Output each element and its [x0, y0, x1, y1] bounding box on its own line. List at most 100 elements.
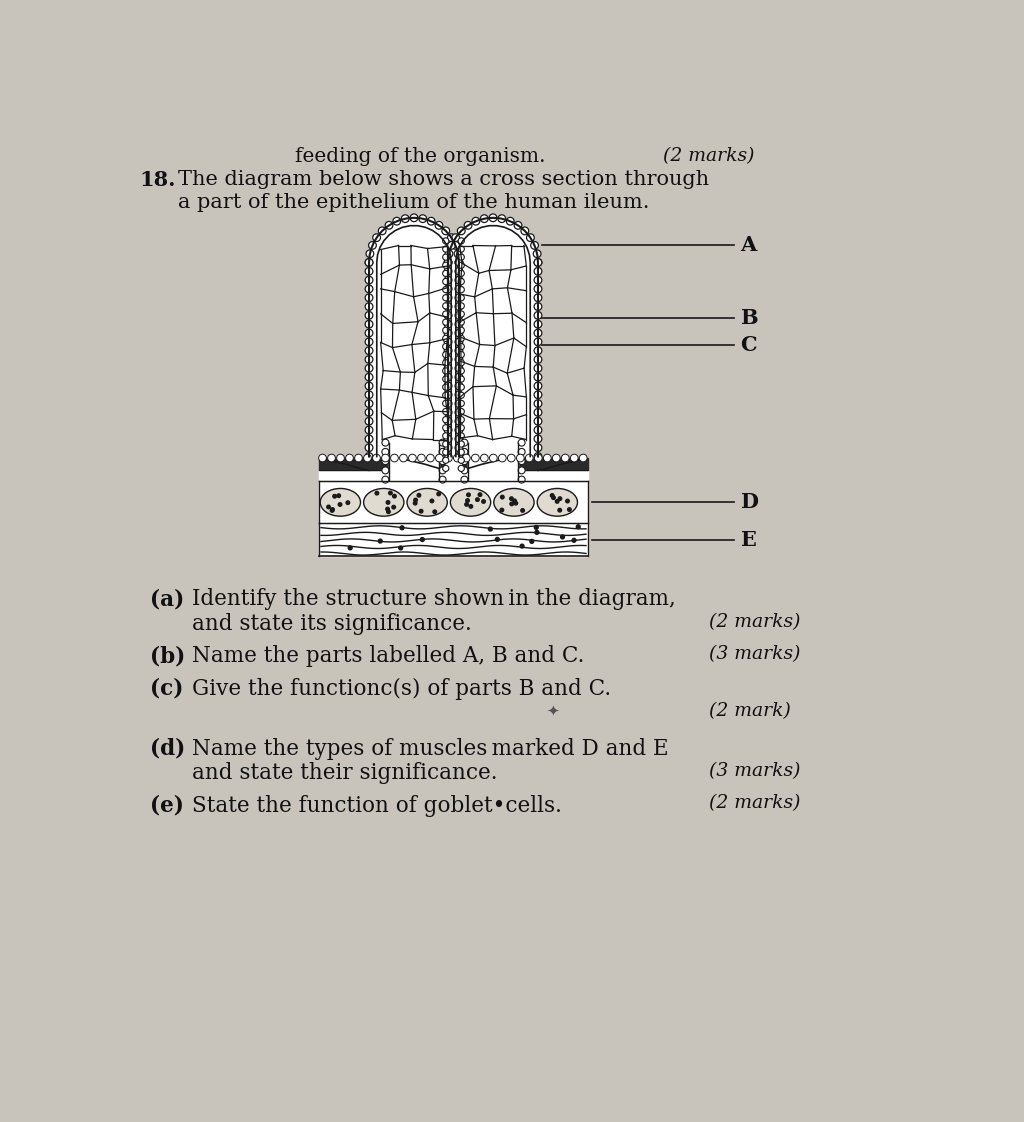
Circle shape: [455, 303, 463, 311]
Circle shape: [382, 454, 389, 462]
Circle shape: [393, 218, 400, 226]
Circle shape: [392, 505, 395, 509]
Circle shape: [442, 376, 449, 383]
Text: feeding of the organism.: feeding of the organism.: [295, 147, 545, 166]
Circle shape: [442, 416, 449, 423]
Circle shape: [458, 328, 464, 333]
Circle shape: [458, 343, 464, 350]
Circle shape: [455, 347, 463, 355]
Circle shape: [442, 335, 449, 341]
Circle shape: [382, 458, 389, 465]
Text: (a): (a): [150, 588, 184, 610]
Circle shape: [458, 254, 464, 260]
Text: (3 marks): (3 marks): [710, 645, 801, 663]
Circle shape: [458, 278, 464, 285]
Circle shape: [354, 454, 362, 462]
Circle shape: [489, 454, 498, 462]
Circle shape: [444, 374, 452, 381]
Circle shape: [366, 276, 373, 284]
Text: (2 marks): (2 marks): [710, 613, 801, 631]
Circle shape: [461, 439, 468, 447]
Text: (2 marks): (2 marks): [663, 147, 755, 165]
Circle shape: [514, 221, 522, 229]
Circle shape: [458, 457, 464, 463]
Circle shape: [442, 295, 449, 301]
Polygon shape: [445, 241, 461, 477]
Circle shape: [366, 452, 373, 460]
Circle shape: [442, 401, 449, 406]
Circle shape: [535, 258, 542, 266]
Circle shape: [442, 238, 449, 243]
Circle shape: [535, 312, 542, 320]
Text: and state their significance.: and state their significance.: [191, 762, 497, 784]
Text: A: A: [740, 234, 757, 255]
Circle shape: [382, 439, 389, 447]
Circle shape: [521, 227, 528, 234]
Text: Identify the structure shown in the diagram,: Identify the structure shown in the diag…: [191, 588, 675, 610]
Circle shape: [458, 295, 464, 301]
Text: (2 marks): (2 marks): [710, 794, 801, 812]
Circle shape: [535, 531, 539, 534]
Circle shape: [385, 221, 393, 229]
Circle shape: [480, 214, 488, 222]
Text: Name the types of muscles marked D and E: Name the types of muscles marked D and E: [191, 737, 669, 760]
Circle shape: [506, 218, 514, 226]
Circle shape: [366, 365, 373, 373]
Circle shape: [458, 425, 464, 431]
Circle shape: [444, 452, 452, 460]
Circle shape: [366, 258, 373, 266]
Circle shape: [442, 263, 449, 268]
Circle shape: [455, 294, 463, 302]
Circle shape: [337, 454, 344, 462]
Circle shape: [570, 454, 579, 462]
Ellipse shape: [494, 488, 535, 516]
Circle shape: [535, 383, 542, 389]
Polygon shape: [468, 443, 518, 479]
Circle shape: [516, 454, 524, 462]
Circle shape: [455, 321, 463, 328]
Ellipse shape: [364, 488, 403, 516]
Circle shape: [435, 221, 442, 229]
Circle shape: [535, 303, 542, 311]
Circle shape: [442, 246, 449, 252]
Circle shape: [458, 311, 464, 318]
Circle shape: [552, 496, 555, 499]
Circle shape: [458, 335, 464, 341]
Circle shape: [552, 454, 560, 462]
Circle shape: [366, 435, 373, 443]
Circle shape: [439, 449, 446, 456]
Circle shape: [458, 384, 464, 390]
Text: The diagram below shows a cross section through: The diagram below shows a cross section …: [178, 171, 710, 190]
Circle shape: [445, 250, 453, 258]
Circle shape: [442, 254, 449, 260]
Circle shape: [442, 351, 449, 358]
Circle shape: [458, 376, 464, 383]
Circle shape: [458, 238, 464, 243]
Circle shape: [467, 493, 470, 497]
Circle shape: [327, 505, 331, 508]
Circle shape: [469, 505, 473, 508]
Circle shape: [455, 426, 463, 434]
Circle shape: [442, 360, 449, 366]
Circle shape: [458, 351, 464, 358]
Circle shape: [444, 444, 452, 451]
Circle shape: [442, 319, 449, 325]
Circle shape: [444, 329, 452, 337]
Circle shape: [442, 311, 449, 318]
Text: (2 mark): (2 mark): [710, 702, 792, 720]
Circle shape: [514, 502, 517, 505]
Circle shape: [499, 454, 506, 462]
Circle shape: [444, 321, 452, 328]
Circle shape: [444, 408, 452, 416]
Circle shape: [535, 356, 542, 364]
Circle shape: [567, 508, 571, 512]
Circle shape: [444, 276, 452, 284]
Circle shape: [430, 499, 434, 503]
Text: C: C: [740, 334, 757, 355]
Circle shape: [439, 458, 446, 465]
Circle shape: [525, 454, 534, 462]
Circle shape: [437, 493, 440, 496]
Circle shape: [366, 383, 373, 389]
Circle shape: [481, 499, 485, 504]
Polygon shape: [318, 470, 589, 481]
